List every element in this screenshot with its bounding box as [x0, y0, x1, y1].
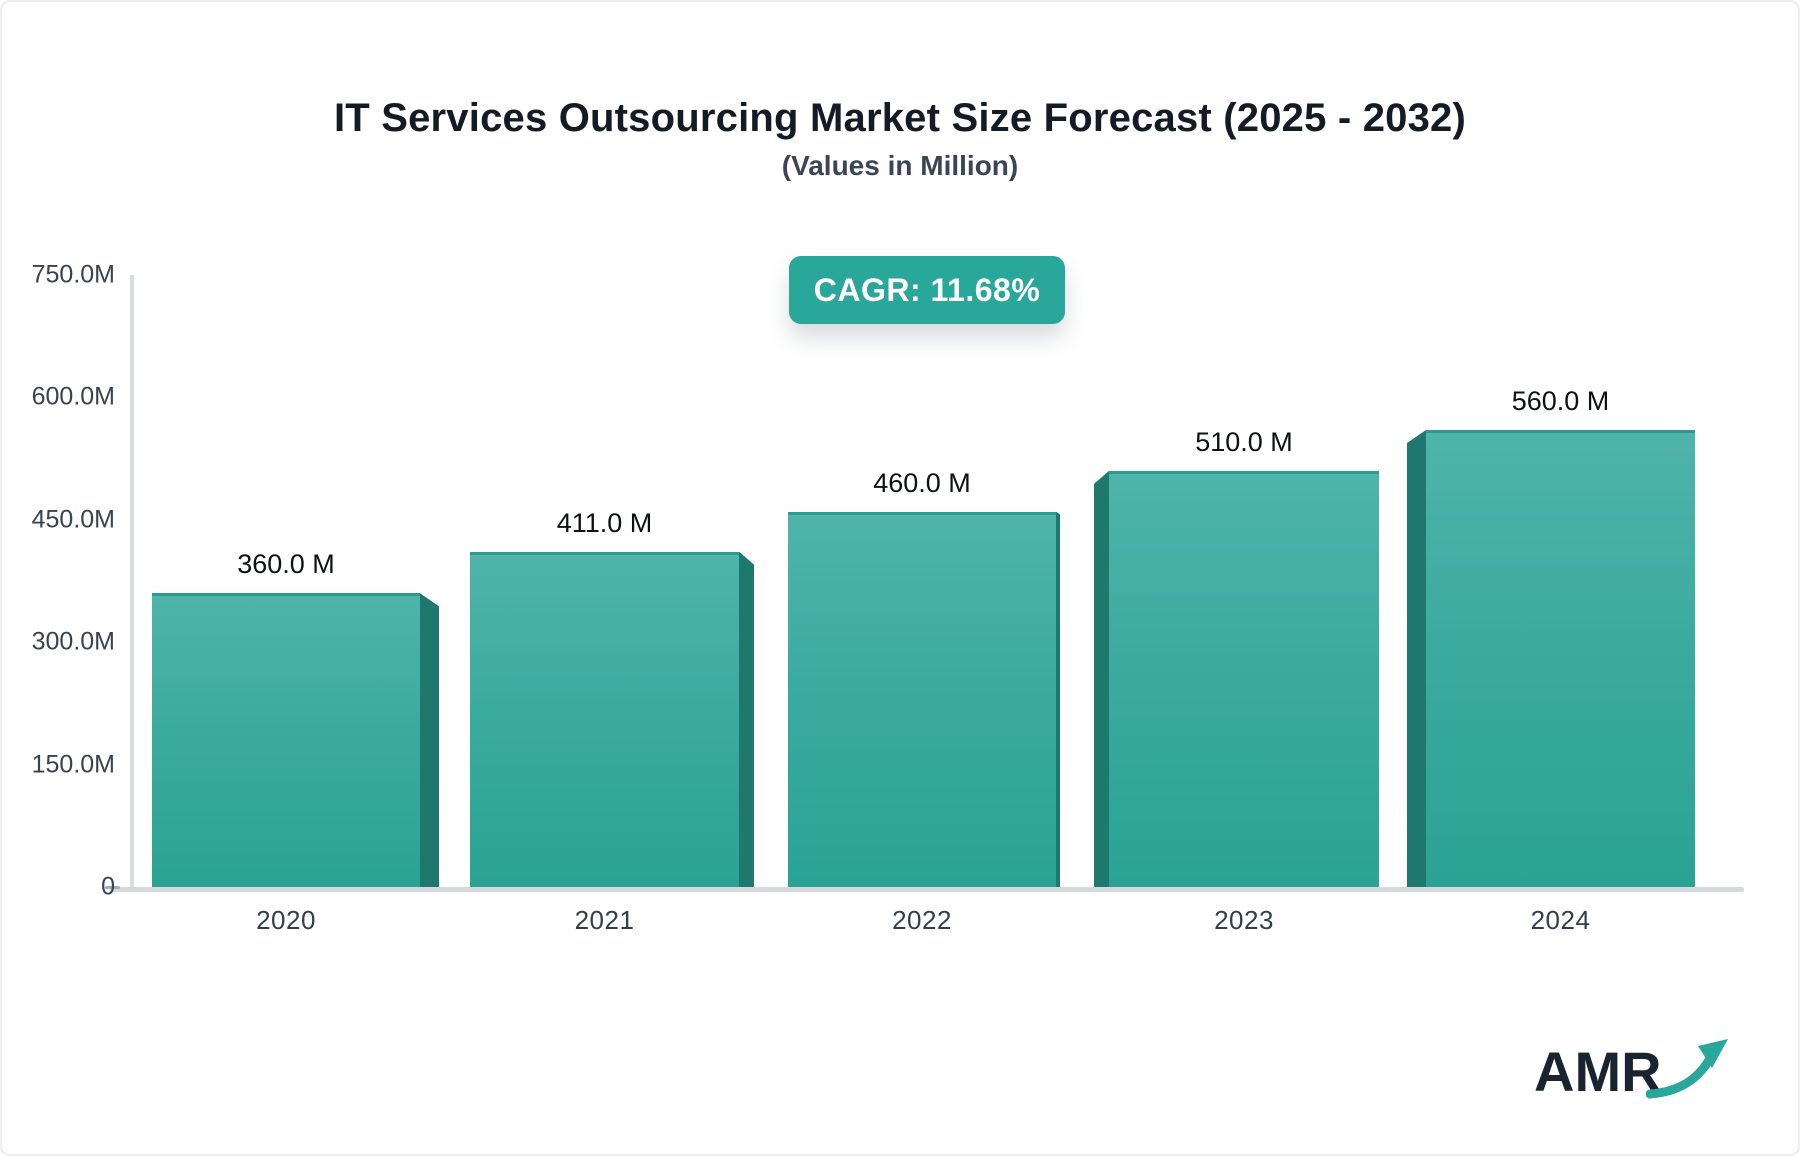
y-tick-label: 450.0M	[31, 505, 115, 534]
bar-value-label: 360.0 M	[237, 549, 335, 580]
x-tick-label: 2022	[892, 905, 952, 935]
x-tick-label: 2021	[574, 905, 635, 935]
y-tick-label: 150.0M	[31, 750, 115, 779]
zero-tick-mark	[105, 886, 120, 889]
bar-3d-side	[1056, 511, 1060, 887]
bar-value-label: 560.0 M	[1511, 386, 1610, 417]
x-tick-label: 2024	[1530, 905, 1591, 935]
bar-2020	[152, 593, 420, 887]
chart-title: IT Services Outsourcing Market Size Fore…	[333, 96, 1467, 140]
bar-3d-side	[420, 593, 439, 887]
y-tick-label: 0	[101, 872, 115, 901]
bar-2024	[1426, 430, 1695, 887]
bar-value-label: 510.0 M	[1195, 426, 1293, 457]
x-tick-label: 2023	[1214, 905, 1274, 935]
bar-value-label: 411.0 M	[556, 507, 653, 538]
bar-2021	[470, 551, 739, 887]
brand-logo-text: AMR	[1534, 1040, 1662, 1103]
cagr-badge: CAGR: 11.68%	[789, 256, 1065, 324]
bar-3d-side	[1094, 470, 1109, 887]
x-tick-label: 2020	[256, 905, 316, 935]
bar-3d-side	[1407, 430, 1426, 887]
brand-logo: AMR	[1534, 1036, 1732, 1100]
x-axis-baseline	[110, 887, 1744, 892]
chart-subtitle: (Values in Million)	[781, 150, 1019, 181]
y-tick-label: 750.0M	[31, 260, 115, 289]
bar-2022	[788, 511, 1056, 887]
cagr-badge-label: CAGR: 11.68%	[813, 271, 1041, 308]
bar-2023	[1109, 470, 1379, 887]
growth-arrow-icon	[1645, 1039, 1728, 1099]
y-tick-label: 600.0M	[31, 382, 115, 411]
bar-value-label: 460.0 M	[873, 467, 971, 498]
y-axis-line	[130, 275, 134, 887]
bar-3d-side	[739, 551, 754, 887]
y-tick-label: 300.0M	[31, 627, 115, 656]
